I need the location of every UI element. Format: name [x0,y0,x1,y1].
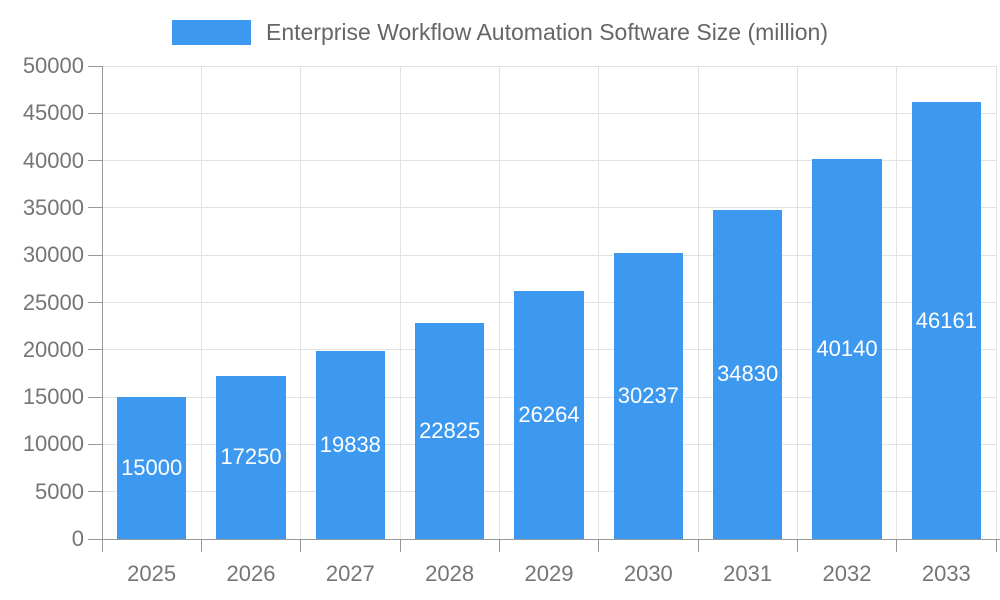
legend-label: Enterprise Workflow Automation Software … [265,19,828,45]
y-axis-label: 25000 [22,289,84,315]
bar-2028[interactable] [414,323,485,539]
y-axis-label: 20000 [22,336,84,362]
y-axis-label: 50000 [22,53,84,78]
y-axis-label: 35000 [22,194,84,220]
x-axis-label: 2029 [524,561,574,586]
x-axis-tick [598,539,600,552]
bar-2031[interactable] [712,209,783,539]
bar-value-label: 46161 [915,307,977,333]
bar-value-label: 17250 [220,444,282,470]
bar-2029[interactable] [514,290,584,539]
y-gridline [102,65,996,67]
x-axis-tick [300,539,302,552]
x-gridline [200,66,202,539]
bar-value-label: 15000 [121,455,183,481]
bar-value-label: 19838 [319,432,381,458]
legend-swatch-icon [171,20,251,45]
y-axis-label: 10000 [22,431,84,457]
bar-value-label: 22825 [419,418,481,444]
bar-2030[interactable] [613,252,684,539]
y-axis-tick [88,112,102,114]
y-axis-label: 45000 [22,100,84,126]
y-axis-tick [88,443,102,445]
y-gridline [102,160,996,162]
y-axis-tick [88,349,102,351]
bar-2026[interactable] [216,375,286,539]
x-axis-label: 2033 [921,561,971,586]
x-axis-label: 2026 [226,561,276,586]
x-axis-label: 2032 [822,561,872,586]
x-axis-label: 2031 [723,561,773,586]
y-axis-tick [88,396,102,398]
x-axis-label: 2025 [127,561,177,586]
y-axis-tick [88,254,102,256]
x-axis-label: 2027 [325,561,375,586]
x-gridline [796,66,798,539]
x-gridline [896,66,898,539]
y-gridline [102,254,996,256]
x-axis-tick [101,539,103,552]
bar-value-label: 34830 [717,361,779,387]
x-axis-line [88,538,1000,540]
y-axis-line [101,66,103,539]
bar-2027[interactable] [315,351,386,539]
x-gridline [995,66,997,539]
x-axis-tick [200,539,202,552]
y-axis-tick [88,207,102,209]
bar-value-label: 30237 [617,382,679,408]
legend-item[interactable]: Enterprise Workflow Automation Software … [0,19,1000,46]
x-axis-tick [995,539,997,552]
bar-value-label: 40140 [816,336,878,362]
y-gridline [102,207,996,209]
x-gridline [498,66,500,539]
x-axis-tick [697,539,699,552]
x-axis-label: 2030 [623,561,673,586]
bar-2032[interactable] [812,159,882,539]
y-axis-tick [88,65,102,67]
x-gridline [399,66,401,539]
y-axis-label: 5000 [35,478,84,504]
x-gridline [598,66,600,539]
y-axis-tick [88,491,102,493]
bar-value-label: 26264 [518,401,580,427]
y-axis-label: 40000 [22,147,84,173]
bar-2033[interactable] [911,102,982,539]
y-axis-label: 0 [71,526,84,551]
y-axis-tick [88,302,102,303]
x-axis-tick [399,539,401,552]
bar-2025[interactable] [116,397,187,539]
y-gridline [102,112,996,114]
y-axis-tick [88,160,102,162]
y-axis-label: 15000 [22,384,84,410]
x-axis-tick [796,539,798,552]
x-gridline [697,66,699,539]
y-axis-label: 30000 [22,242,84,268]
x-axis-tick [896,539,898,552]
x-axis-tick [498,539,500,552]
x-axis-label: 2028 [425,561,475,586]
x-gridline [300,66,302,539]
